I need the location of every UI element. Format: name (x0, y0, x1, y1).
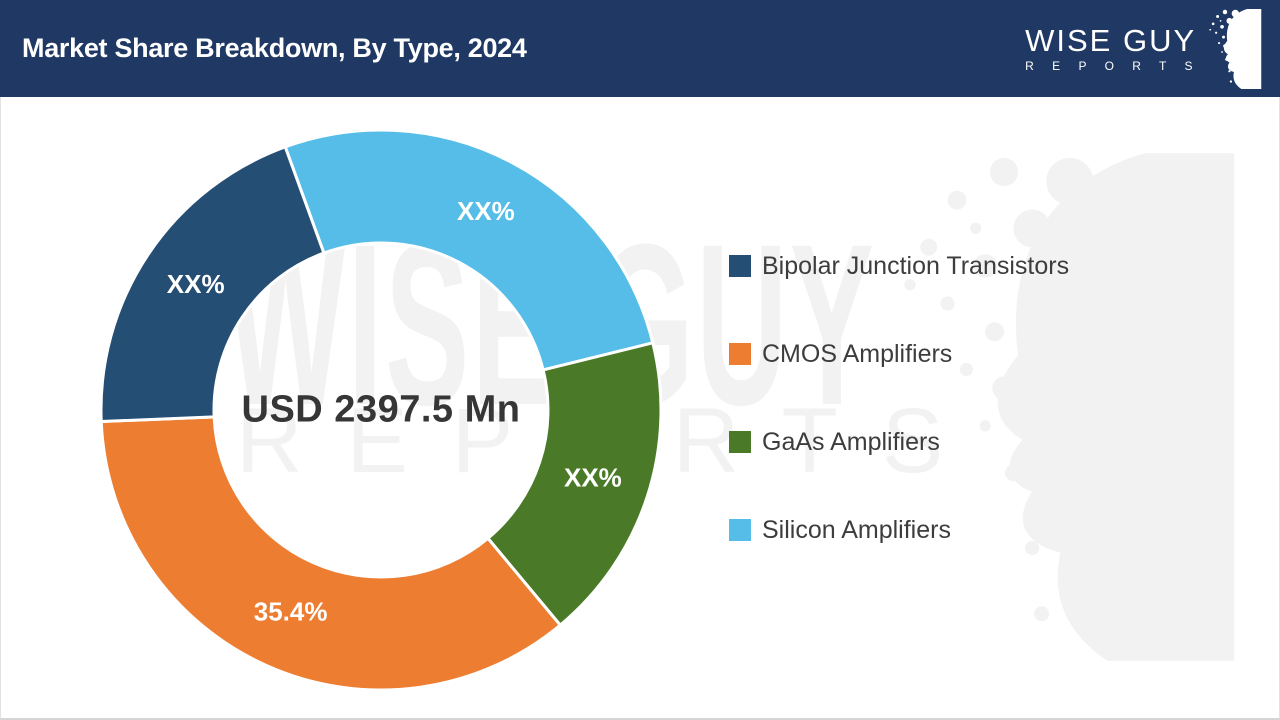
page-title: Market Share Breakdown, By Type, 2024 (22, 33, 527, 63)
donut-slice (485, 341, 663, 628)
legend-item-label: CMOS Amplifiers (762, 339, 953, 368)
legend-swatch-icon (729, 255, 751, 277)
brand-name: WISE GUY (1025, 22, 1197, 58)
brand-subtitle: R E P O R T S (1025, 58, 1200, 73)
donut-slice (283, 128, 655, 372)
legend-item-label: GaAs Amplifiers (762, 427, 940, 456)
legend: Bipolar Junction Transistors CMOS Amplif… (729, 251, 1070, 605)
legend-item: Silicon Amplifiers (729, 515, 1069, 544)
donut-slice (99, 415, 563, 692)
donut-chart: XX% XX% 35.4% XX% (99, 128, 663, 692)
legend-swatch-icon (729, 431, 751, 453)
slice-percentage-label: 35.4% (254, 597, 328, 627)
header-bar: Market Share Breakdown, By Type, 2024 WI… (0, 0, 1280, 97)
legend-item: GaAs Amplifiers (729, 427, 1069, 456)
legend-item-label: Bipolar Junction Transistors (762, 251, 1070, 280)
legend-item: Bipolar Junction Transistors (729, 251, 1070, 280)
donut-slice (99, 144, 326, 424)
slice-percentage-label: XX% (457, 196, 515, 226)
center-value-label: USD 2397.5 Mn (241, 388, 521, 431)
legend-item-label: Silicon Amplifiers (762, 515, 951, 544)
brand-wordmark: WISE GUY R E P O R T S (1025, 25, 1200, 73)
legend-item: CMOS Amplifiers (729, 339, 1069, 368)
brand-face-icon (1188, 7, 1262, 91)
slice-percentage-label: XX% (167, 269, 225, 299)
brand-logo: WISE GUY R E P O R T S (1025, 0, 1262, 97)
legend-swatch-icon (729, 519, 751, 541)
legend-swatch-icon (729, 343, 751, 365)
slice-percentage-label: XX% (564, 462, 622, 492)
